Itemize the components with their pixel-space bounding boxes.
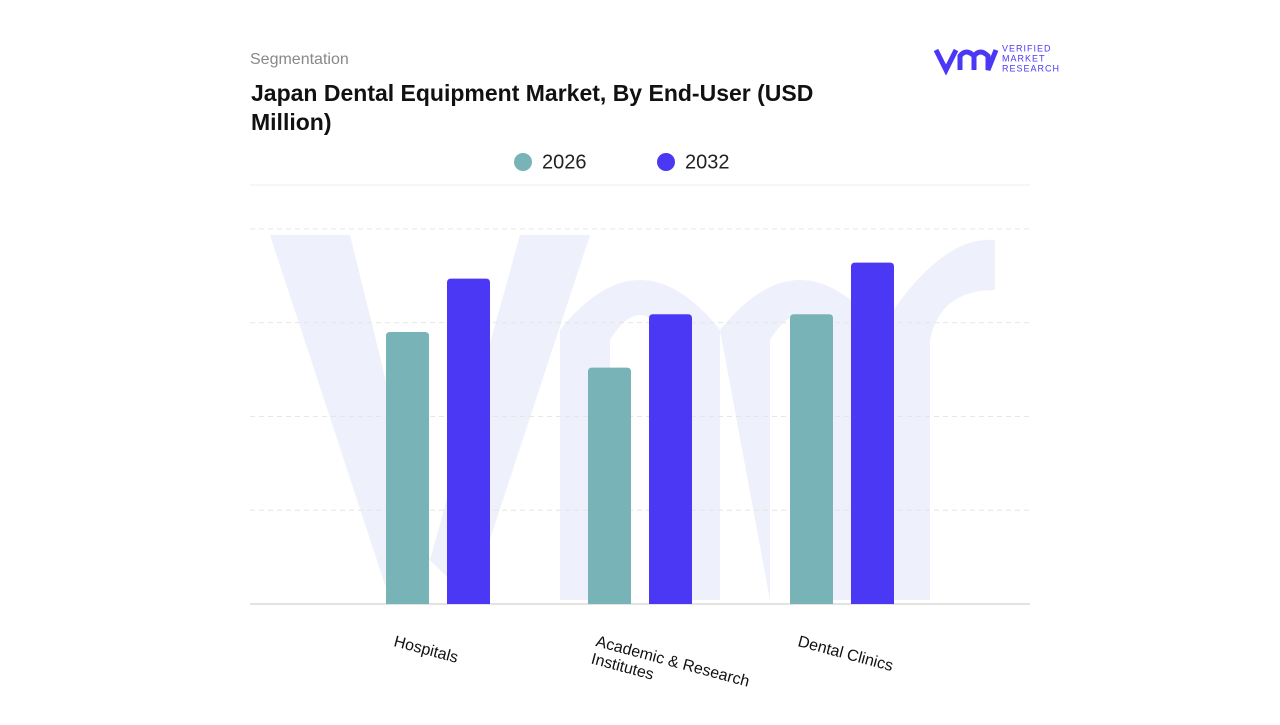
bar (649, 314, 692, 604)
x-tick-label: Hospitals (392, 634, 460, 667)
legend-label: 2026 (542, 151, 587, 173)
logo: VERIFIED MARKET RESEARCH (933, 43, 1060, 76)
subtitle: Segmentation (250, 51, 349, 68)
logo-text: RESEARCH (1002, 63, 1060, 73)
x-tick-label: Academic & ResearchInstitutes (589, 634, 751, 709)
legend-label: 2032 (685, 151, 730, 173)
bar (790, 314, 833, 604)
logo-text: VERIFIED (1002, 43, 1052, 53)
legend-swatch (657, 153, 675, 171)
chart-title: Japan Dental Equipment Market, By End-Us… (251, 80, 813, 135)
bar (386, 332, 429, 604)
bar (447, 278, 490, 604)
legend-swatch (514, 153, 532, 171)
x-tick-label: Dental Clinics (796, 634, 895, 676)
logo-text: MARKET (1002, 53, 1046, 63)
logo-mark (933, 48, 999, 76)
bar (588, 367, 631, 604)
bar (851, 262, 894, 604)
